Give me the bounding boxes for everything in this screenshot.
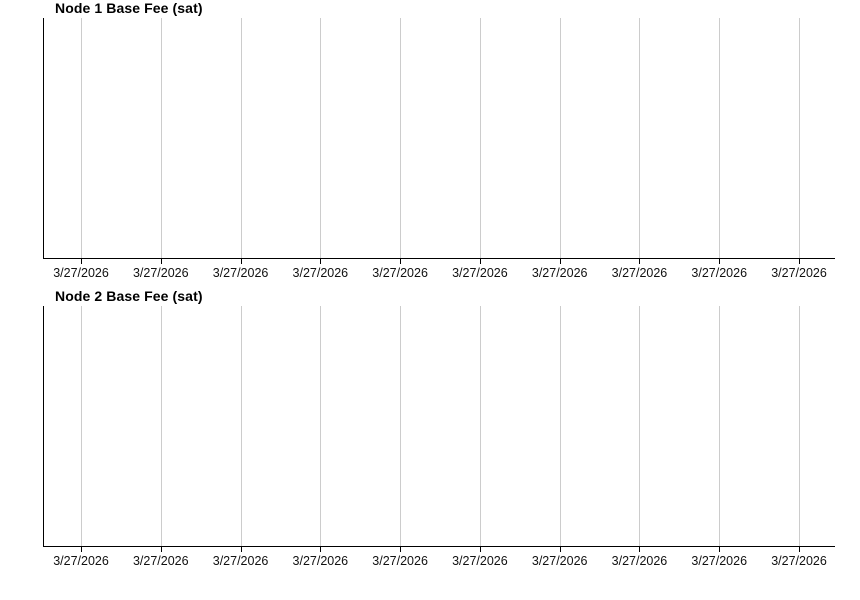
gridline [719,18,721,258]
gridline [320,306,322,546]
gridline [240,18,242,258]
x-axis-tick [639,259,641,264]
x-axis-tick [479,547,481,552]
chart-title-node-1: Node 1 Base Fee (sat) [55,0,203,16]
x-axis-tick-label: 3/27/2026 [372,554,428,568]
gridline [240,306,242,546]
gridline [160,306,162,546]
x-axis-tick [240,259,242,264]
x-axis-tick-label: 3/27/2026 [53,554,109,568]
x-axis-tick-label: 3/27/2026 [691,266,748,280]
gridline [81,306,82,546]
x-axis-tick [160,259,162,264]
gridline [639,306,641,546]
x-axis-tick-label: 3/27/2026 [531,554,588,568]
gridline [719,306,721,546]
gridline [400,306,402,546]
gridline [639,18,641,258]
x-axis-tick [81,259,82,264]
x-axis-tick [400,547,402,552]
x-axis-tick-label: 3/27/2026 [212,554,269,568]
x-axis-tick [639,547,641,552]
plot-area-node-2 [43,306,835,552]
x-axis-tick [799,547,801,552]
x-axis-tick-label: 3/27/2026 [611,554,668,568]
x-axis-tick-label: 3/27/2026 [292,554,349,568]
x-axis-tick-label: 3/27/2026 [292,266,349,280]
gridline [799,18,801,258]
x-axis-tick-label: 3/27/2026 [452,266,508,280]
x-axis-tick-label: 3/27/2026 [452,554,508,568]
chart-node-1-base-fee: Node 1 Base Fee (sat) 3/27/2026 3/27/2026… [0,0,860,288]
x-axis-tick-label: 3/27/2026 [212,266,269,280]
x-axis-tick [479,259,481,264]
gridline [559,18,561,258]
x-axis-tick-label: 3/27/2026 [531,266,588,280]
gridline [559,306,561,546]
x-axis-tick [240,547,242,552]
x-axis-tick-label: 3/27/2026 [53,266,109,280]
x-axis-tick-label: 3/27/2026 [771,266,827,280]
gridline [479,18,481,258]
x-axis-tick [81,547,82,552]
x-axis-tick [799,259,801,264]
x-axis-tick-label: 3/27/2026 [372,266,428,280]
x-axis-tick-label: 3/27/2026 [691,554,748,568]
x-axis-tick [719,547,721,552]
x-axis-tick-label: 3/27/2026 [132,266,189,280]
x-axis-tick [719,259,721,264]
x-axis-tick [400,259,402,264]
x-axis-tick [559,547,561,552]
chart-node-2-base-fee: Node 2 Base Fee (sat) 3/27/2026 3/27/2026… [0,288,860,576]
gridline [799,306,801,546]
x-axis-tick-label: 3/27/2026 [132,554,189,568]
x-axis-tick [320,259,322,264]
gridline [81,18,82,258]
plot-area-node-1 [43,18,835,264]
gridline [479,306,481,546]
gridline [320,18,322,258]
x-axis-tick-label: 3/27/2026 [771,554,827,568]
x-axis-tick-label: 3/27/2026 [611,266,668,280]
gridline [400,18,402,258]
gridline [160,18,162,258]
x-axis-tick [559,259,561,264]
x-axis-tick [160,547,162,552]
chart-title-node-2: Node 2 Base Fee (sat) [55,288,203,304]
x-axis-tick [320,547,322,552]
